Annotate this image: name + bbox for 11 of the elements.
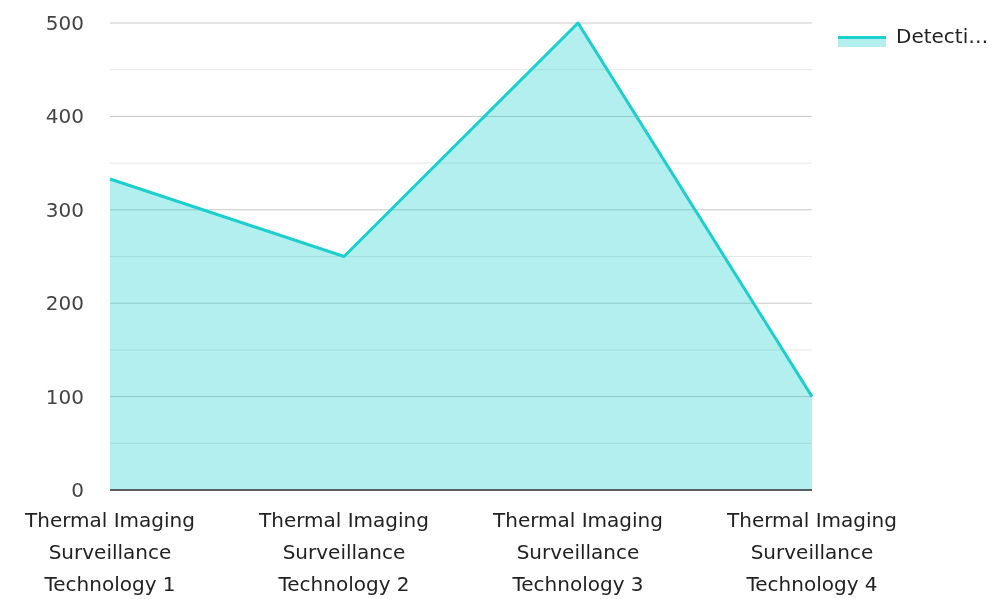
y-tick-label: 100 (45, 384, 84, 409)
x-tick-label: Thermal Imaging Surveillance Technology 4 (726, 508, 897, 596)
x-tick-label: Thermal Imaging Surveillance Technology 2 (258, 508, 429, 596)
y-tick-label: 400 (45, 104, 84, 129)
x-tick-label: Thermal Imaging Surveillance Technology 3 (492, 508, 663, 596)
y-tick-label: 200 (45, 291, 84, 316)
x-tick-label: Thermal Imaging Surveillance Technology 1 (24, 508, 195, 596)
y-tick-label: 300 (45, 197, 84, 222)
y-tick-label: 0 (71, 478, 84, 502)
y-tick-label: 500 (45, 11, 84, 35)
legend-label: Detecti… (896, 24, 989, 48)
